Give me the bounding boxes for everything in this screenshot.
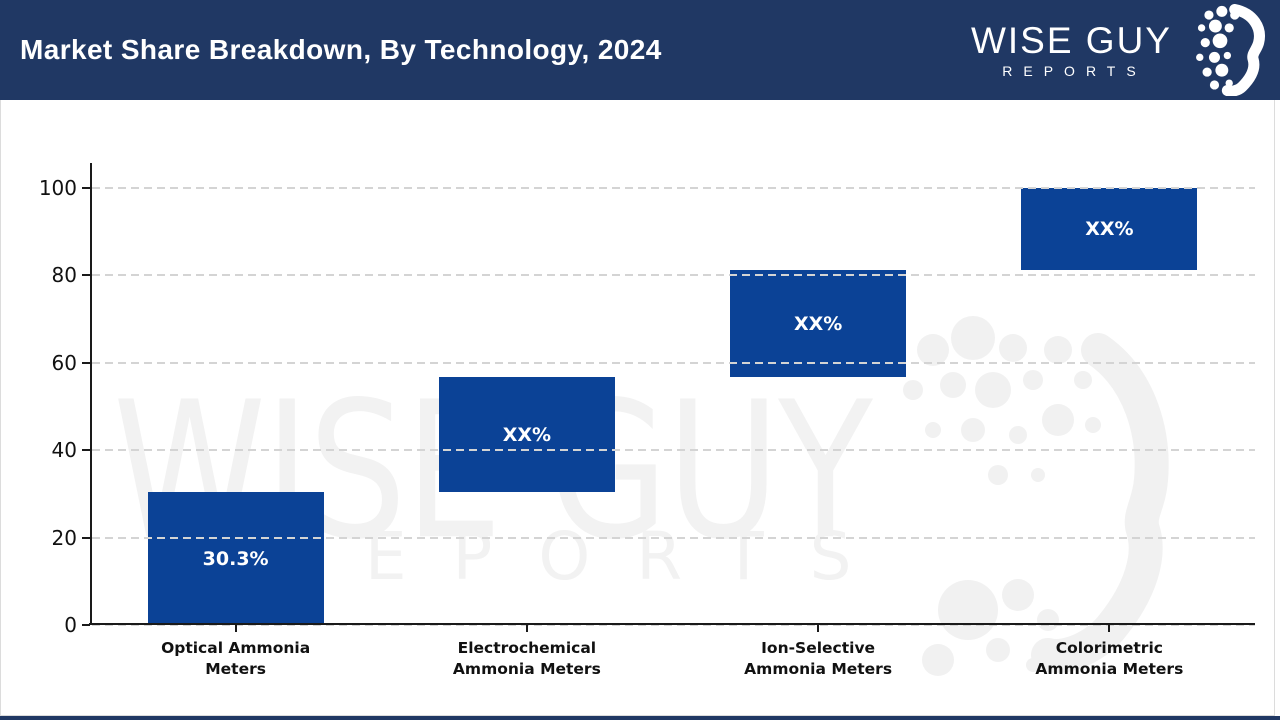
chart-card: WISE GUY REPORTS 0 20 40 60 80 100 30.3% Optica… <box>0 100 1275 716</box>
gridline <box>92 449 1255 451</box>
bar-value-label: 30.3% <box>202 547 269 570</box>
bar-value-label: XX% <box>502 423 552 446</box>
y-tick-mark <box>82 449 90 451</box>
bar-value-label: XX% <box>1085 217 1134 240</box>
y-axis-line <box>90 163 92 625</box>
y-tick-label: 40 <box>51 438 77 462</box>
plot-area: 0 20 40 60 80 100 30.3% Optical Ammonia Meters X… <box>39 163 1255 678</box>
bar-value-label: XX% <box>793 312 843 335</box>
gridline <box>92 361 1255 364</box>
gridline <box>92 624 1255 626</box>
gridline <box>92 186 1255 189</box>
bar-1: 30.3% <box>147 492 324 625</box>
y-tick-mark <box>82 624 90 626</box>
watermark-face-icon <box>903 316 1169 676</box>
bar-4: XX% <box>1021 187 1198 271</box>
header: Market Share Breakdown, By Technology, 2… <box>0 0 1280 100</box>
watermark-subtext: REPORTS <box>273 518 898 595</box>
brand-logo-text: WISE GUY REPORTS <box>970 20 1172 80</box>
x-tick-mark <box>234 625 237 632</box>
x-category-label: Ion-Selective Ammonia Meters <box>744 639 893 678</box>
gridline <box>92 274 1255 276</box>
x-tick-mark <box>525 625 528 632</box>
gridline <box>92 536 1255 539</box>
y-tick-mark <box>82 186 90 189</box>
y-tick-mark <box>82 274 90 276</box>
y-tick-mark <box>82 361 90 364</box>
brand-logo: WISE GUY REPORTS <box>971 0 1266 100</box>
footer-bar <box>0 716 1280 720</box>
brand-name: WISE GUY <box>970 20 1172 61</box>
x-axis-line <box>89 623 1255 625</box>
x-category-label: Electrochemical Ammonia Meters <box>452 639 601 678</box>
page-title: Market Share Breakdown, By Technology, 2… <box>20 34 662 65</box>
x-category-label: Optical Ammonia Meters <box>161 639 311 678</box>
y-tick-label: 100 <box>38 175 77 200</box>
y-tick-label: 20 <box>51 525 77 550</box>
y-tick-mark <box>82 536 90 539</box>
y-tick-label: 80 <box>51 263 77 287</box>
y-tick-label: 0 <box>64 613 77 637</box>
y-tick-label: 60 <box>51 350 77 375</box>
x-tick-mark <box>817 625 820 632</box>
x-tick-mark <box>1108 625 1111 632</box>
bar-2: XX% <box>438 376 615 493</box>
brand-subtitle: REPORTS <box>1002 63 1147 79</box>
brand-head-icon <box>1196 4 1265 96</box>
bar-3: XX% <box>730 270 907 377</box>
plot-scale: 0 20 40 60 80 100 30.3% Optical Ammonia Meters X… <box>39 176 1255 678</box>
x-category-label: Colorimetric Ammonia Meters <box>1035 639 1184 678</box>
